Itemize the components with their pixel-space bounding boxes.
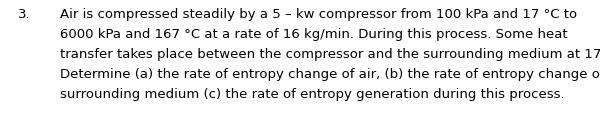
Text: Air is compressed steadily by a 5 – kw compressor from 100 kPa and 17 °C to: Air is compressed steadily by a 5 – kw c… (60, 8, 577, 21)
Text: 3.: 3. (18, 8, 31, 21)
Text: 6000 kPa and 167 °C at a rate of 16 kg/min. During this process. Some heat: 6000 kPa and 167 °C at a rate of 16 kg/m… (60, 28, 568, 41)
Text: transfer takes place between the compressor and the surrounding medium at 17 °C.: transfer takes place between the compres… (60, 48, 600, 60)
Text: Determine (a) the rate of entropy change of air, (b) the rate of entropy change : Determine (a) the rate of entropy change… (60, 67, 600, 80)
Text: surrounding medium (c) the rate of entropy generation during this process.: surrounding medium (c) the rate of entro… (60, 87, 565, 100)
